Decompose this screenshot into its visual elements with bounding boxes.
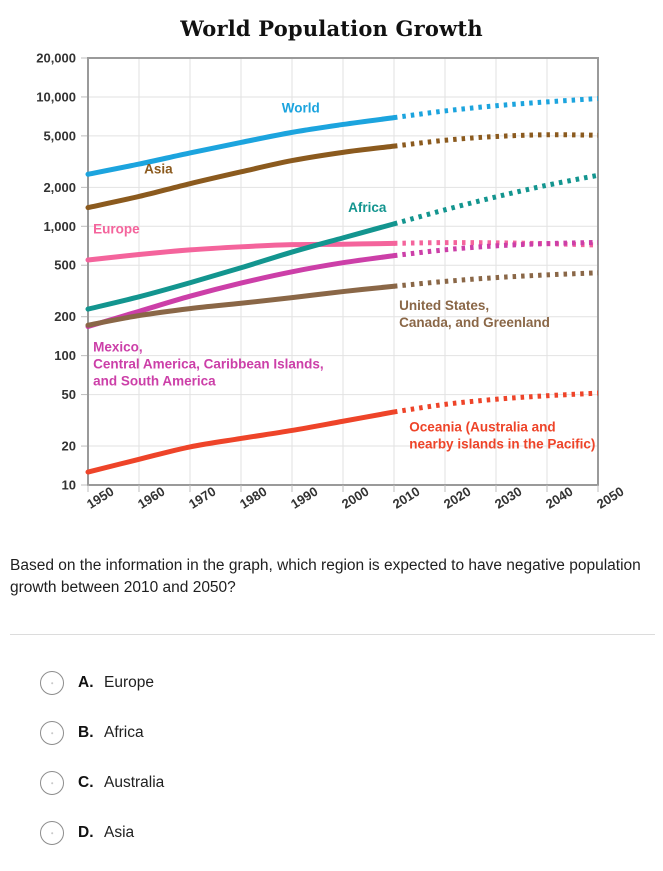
y-axis-label: 5,000	[43, 128, 76, 143]
x-axis-label: 1950	[84, 484, 116, 512]
y-axis-label: 10	[62, 478, 76, 493]
series-label: Canada, and Greenland	[399, 315, 550, 330]
series-line-solid	[85, 143, 397, 211]
section-divider	[10, 634, 655, 635]
y-axis-label: 100	[54, 348, 76, 363]
radio-button-d[interactable]	[40, 821, 64, 845]
y-axis-label: 200	[54, 309, 76, 324]
x-axis-label: 1980	[237, 484, 269, 512]
y-axis-label: 1,000	[43, 219, 76, 234]
series-line-solid	[85, 240, 397, 263]
series-label: Mexico,	[93, 339, 143, 354]
answer-options: A. Europe B. Africa C. Australia D. Asia	[0, 658, 663, 858]
x-axis-label: 1990	[288, 484, 320, 512]
y-axis-label: 2,000	[43, 180, 76, 195]
option-row-a[interactable]: A. Europe	[0, 658, 663, 708]
series-label: Europe	[93, 221, 140, 236]
option-letter: B.	[78, 724, 94, 741]
series-label: Oceania (Australia and	[409, 419, 555, 434]
x-axis-label: 2040	[543, 484, 575, 512]
series-line-projected	[393, 132, 599, 149]
radio-button-c[interactable]	[40, 771, 64, 795]
x-axis-label: 1970	[186, 484, 218, 512]
option-label: Australia	[104, 774, 165, 791]
series-line-solid	[85, 409, 397, 475]
population-growth-line-chart: 1020501002005001,0002,0005,00010,00020,0…	[36, 51, 626, 512]
series-label: and South America	[93, 373, 216, 388]
option-letter: C.	[78, 774, 94, 791]
chart-title: World Population Growth	[180, 16, 483, 41]
series-line-projected	[393, 172, 599, 227]
series-label: United States,	[399, 298, 489, 313]
option-letter: D.	[78, 824, 94, 841]
series-line-solid	[85, 115, 397, 177]
series-line-projected	[393, 96, 599, 121]
question-text: Based on the information in the graph, w…	[10, 557, 641, 597]
y-axis-label: 500	[54, 258, 76, 273]
series-line-projected	[393, 270, 599, 289]
chart-figure: World Population Growth 10 20 50 100 200 500 1…	[36, 16, 626, 512]
series-line-solid	[85, 283, 397, 328]
option-label: Africa	[104, 724, 144, 741]
series-line-solid	[85, 221, 397, 312]
series-label: Central America, Caribbean Islands,	[93, 356, 324, 371]
radio-button-a[interactable]	[40, 671, 64, 695]
option-row-c[interactable]: C. Australia	[0, 758, 663, 808]
y-axis-label: 10,000	[36, 89, 76, 104]
series-line-projected	[393, 240, 599, 248]
series-line-solid	[85, 253, 397, 329]
series-label: World	[282, 100, 320, 115]
option-letter: A.	[78, 674, 94, 691]
x-axis-label: 2050	[594, 484, 626, 512]
series-line-projected	[393, 239, 599, 259]
option-row-b[interactable]: B. Africa	[0, 708, 663, 758]
y-axis-label: 20,000	[36, 51, 76, 66]
option-row-d[interactable]: D. Asia	[0, 808, 663, 858]
series-line-projected	[393, 390, 599, 415]
series-label: nearby islands in the Pacific)	[409, 436, 595, 451]
x-axis-label: 2010	[390, 484, 422, 512]
x-axis-label: 1960	[135, 484, 167, 512]
series-label: Asia	[144, 162, 173, 177]
x-axis-label: 2000	[339, 484, 371, 512]
series-label: Africa	[348, 200, 387, 215]
radio-button-b[interactable]	[40, 721, 64, 745]
x-axis-label: 2020	[441, 484, 473, 512]
y-axis-label: 20	[62, 439, 76, 454]
option-label: Asia	[104, 824, 135, 841]
x-axis-label: 2030	[492, 484, 524, 512]
y-axis-label: 50	[62, 387, 76, 402]
option-label: Europe	[104, 674, 154, 691]
